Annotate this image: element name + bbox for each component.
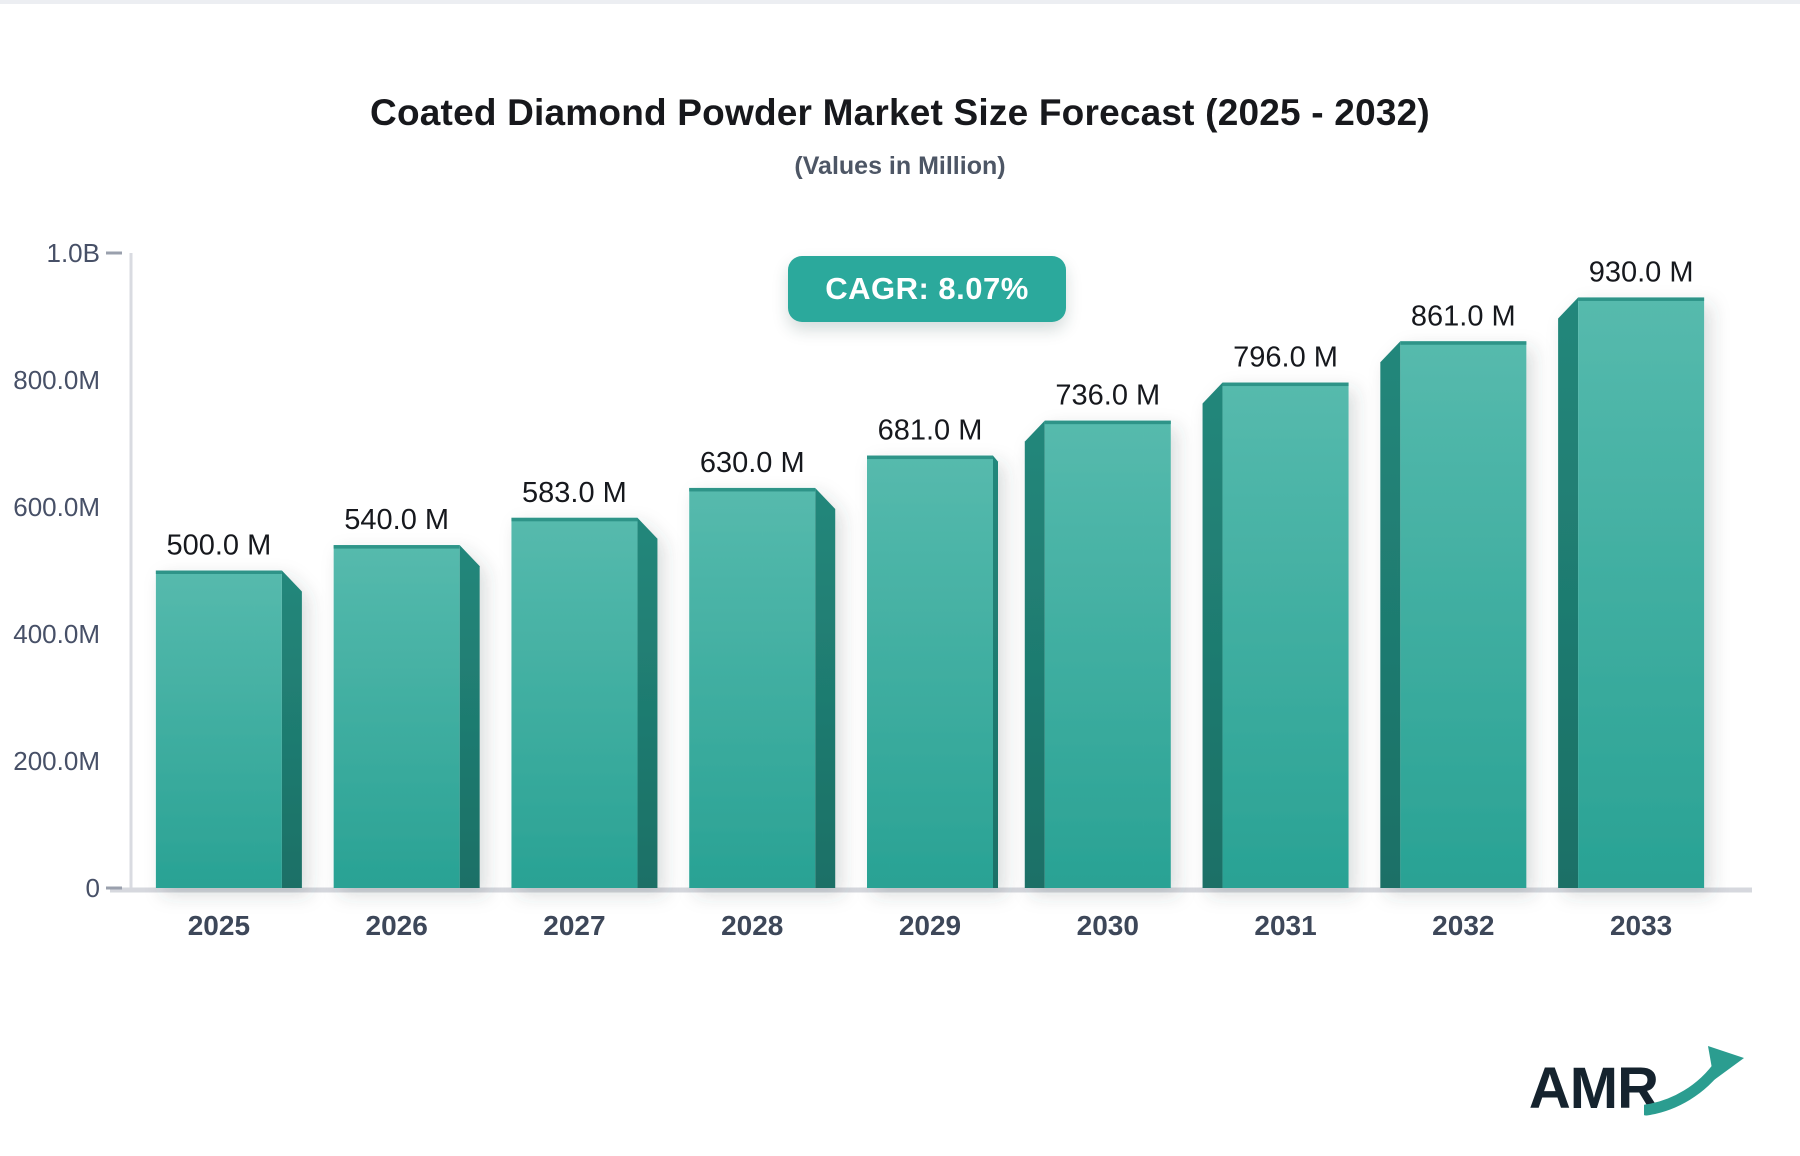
bar-top-edge <box>511 517 638 522</box>
bar-value-label: 540.0 M <box>344 504 449 536</box>
bar-front-face <box>333 545 460 888</box>
bar-top-edge <box>333 545 460 549</box>
bar-top-edge <box>867 455 993 460</box>
bar-2029[interactable] <box>867 455 998 888</box>
bar-side-face <box>459 545 480 888</box>
bar-top-edge <box>1578 297 1705 301</box>
bar-top-edge <box>689 487 816 492</box>
bar-top-edge <box>1044 420 1171 425</box>
cagr-badge-label: CAGR: 8.07% <box>825 271 1029 306</box>
x-tick-label: 2032 <box>1432 910 1494 941</box>
bar-2025[interactable] <box>155 570 302 889</box>
bar-front-face <box>1400 341 1527 888</box>
bar-2031[interactable] <box>1202 382 1349 888</box>
bar-side-face <box>1024 420 1045 888</box>
bar-top-edge <box>155 570 282 574</box>
x-tick-label: 2027 <box>543 910 605 941</box>
x-tick-label: 2030 <box>1077 910 1139 941</box>
top-divider <box>0 0 1800 4</box>
bar-side-face <box>993 455 998 888</box>
x-tick-label: 2033 <box>1610 910 1672 941</box>
bar-front-face <box>689 487 816 888</box>
bar-value-label: 796.0 M <box>1233 342 1338 374</box>
bar-side-face <box>281 570 302 888</box>
bar-series <box>155 297 1705 889</box>
bar-front-face <box>867 455 993 888</box>
bar-2028[interactable] <box>689 487 836 888</box>
chart-header: Coated Diamond Powder Market Size Foreca… <box>0 92 1800 181</box>
bar-2027[interactable] <box>511 517 658 888</box>
bar-value-label: 630.0 M <box>700 447 805 479</box>
bar-side-face <box>1558 297 1579 888</box>
bar-front-face <box>1044 420 1171 888</box>
x-tick-label: 2031 <box>1254 910 1316 941</box>
chart-labels: 500.0 M 2025 540.0 M 2026 583.0 M 2027 630.0 M… <box>166 256 1693 941</box>
x-tick-label: 2029 <box>899 910 961 941</box>
growth-arrow-icon <box>1644 1046 1744 1116</box>
y-tick-label: 0 <box>86 873 100 903</box>
bar-value-label: 500.0 M <box>166 530 271 562</box>
bar-value-label: 736.0 M <box>1055 380 1160 412</box>
bar-value-label: 861.0 M <box>1411 300 1516 332</box>
bar-top-edge <box>1400 341 1527 345</box>
chart-title: Coated Diamond Powder Market Size Foreca… <box>370 92 1430 133</box>
bar-front-face <box>1578 297 1705 888</box>
bar-side-face <box>1202 382 1223 888</box>
x-tick-label: 2026 <box>366 910 428 941</box>
y-tick-label: 600.0M <box>13 492 100 522</box>
x-tick-label: 2025 <box>188 910 250 941</box>
bar-value-label: 930.0 M <box>1589 256 1694 288</box>
cagr-badge: CAGR: 8.07% <box>788 256 1066 322</box>
bar-2032[interactable] <box>1380 341 1527 888</box>
bar-front-face <box>155 570 282 888</box>
y-tick-label: 400.0M <box>13 619 100 649</box>
x-tick-label: 2028 <box>721 910 783 941</box>
brand-logo-text: AMR <box>1528 1056 1659 1121</box>
bar-front-face <box>1222 382 1349 888</box>
bar-value-label: 583.0 M <box>522 477 627 509</box>
y-tick-label: 1.0B <box>47 238 101 268</box>
y-tick-label: 800.0M <box>13 365 100 395</box>
bar-value-label: 681.0 M <box>878 415 983 447</box>
bar-side-face <box>637 517 658 888</box>
bar-2033[interactable] <box>1558 297 1705 888</box>
bar-front-face <box>511 517 638 888</box>
chart-subtitle: (Values in Million) <box>794 152 1006 180</box>
y-tick-label: 200.0M <box>13 746 100 776</box>
bar-side-face <box>815 487 836 888</box>
bar-side-face <box>1380 341 1401 888</box>
bar-2026[interactable] <box>333 545 480 888</box>
brand-logo: AMR <box>1529 1044 1748 1118</box>
bar-top-edge <box>1222 382 1349 387</box>
axes: 0 200.0M 400.0M 600.0M 800.0M 1.0B <box>13 238 1752 903</box>
bar-2030[interactable] <box>1024 420 1171 888</box>
